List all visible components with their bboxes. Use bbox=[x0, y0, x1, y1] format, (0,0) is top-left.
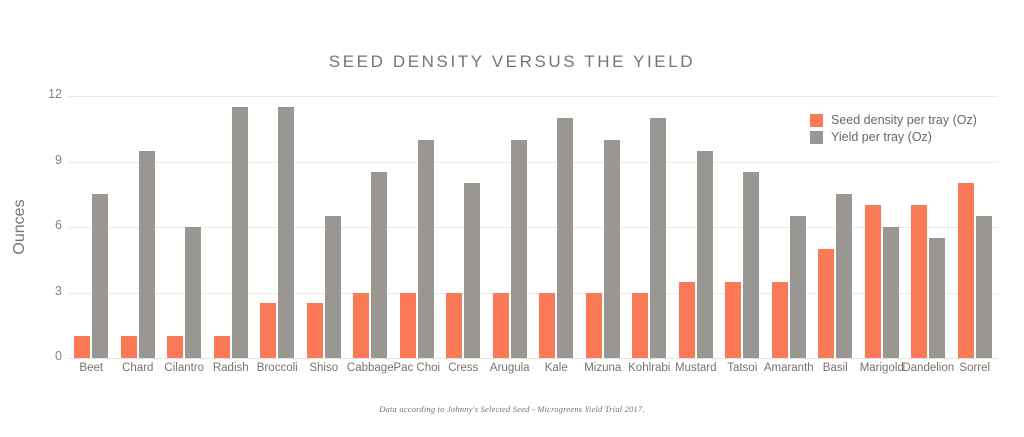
bar-yield bbox=[650, 117, 667, 358]
bar-seed-density bbox=[818, 248, 835, 358]
x-axis-category-label: Cress bbox=[448, 362, 479, 374]
bar-yield bbox=[371, 172, 388, 358]
bar-seed-density bbox=[260, 303, 277, 358]
bar-seed-density bbox=[539, 292, 556, 358]
bar-seed-density bbox=[678, 281, 695, 358]
x-axis-category-label: Kale bbox=[544, 362, 568, 374]
bar-seed-density bbox=[167, 336, 184, 358]
x-axis-category-label: Marigold bbox=[859, 362, 904, 374]
x-axis-category-label: Dandelion bbox=[902, 362, 955, 374]
bar-yield bbox=[882, 227, 899, 358]
x-axis-category-label: Mustard bbox=[674, 362, 717, 374]
x-axis-category-label: Tatsoi bbox=[727, 362, 758, 374]
chart-footnote: Data according to Johnny's Selected Seed… bbox=[379, 404, 645, 414]
bar-yield bbox=[185, 227, 202, 358]
x-axis-category-label: Beet bbox=[79, 362, 104, 374]
bar-seed-density bbox=[353, 292, 370, 358]
bar-yield bbox=[278, 106, 295, 358]
bar-seed-density bbox=[213, 336, 230, 358]
legend-swatch-icon bbox=[810, 113, 823, 127]
x-axis-category-label: Arugula bbox=[489, 362, 530, 374]
bar-yield bbox=[324, 216, 341, 358]
y-axis-tick-label: 6 bbox=[55, 218, 62, 232]
x-axis-category-label: Shiso bbox=[309, 362, 339, 374]
legend-item[interactable]: Seed density per tray (Oz) bbox=[810, 113, 1010, 127]
bar-yield bbox=[231, 106, 248, 358]
bar-yield bbox=[836, 194, 853, 358]
y-axis-tick-label: 0 bbox=[55, 349, 62, 363]
bar-seed-density bbox=[957, 183, 974, 358]
chart-legend: Seed density per tray (Oz) Yield per tray… bbox=[810, 113, 1010, 147]
bar-seed-density bbox=[399, 292, 416, 358]
bar-yield bbox=[557, 117, 574, 358]
bar-yield bbox=[743, 172, 760, 358]
legend-item[interactable]: Yield per tray (Oz) bbox=[810, 130, 1010, 144]
gridline bbox=[68, 96, 998, 97]
legend-swatch-icon bbox=[810, 130, 823, 144]
bar-yield bbox=[138, 150, 155, 358]
bar-yield bbox=[789, 216, 806, 358]
x-axis-category-label: Basil bbox=[822, 362, 848, 374]
bar-yield bbox=[696, 150, 713, 358]
y-axis-ticks: 0 3 6 9 12 bbox=[48, 87, 998, 363]
x-axis-category-label: Mizuna bbox=[584, 362, 622, 374]
x-axis-category-label: Radish bbox=[212, 362, 249, 374]
bar-seed-density bbox=[632, 292, 649, 358]
bar-yield bbox=[417, 139, 434, 358]
bar-seed-density bbox=[446, 292, 463, 358]
legend-item-label: Seed density per tray (Oz) bbox=[831, 113, 977, 127]
y-axis-tick-label: 12 bbox=[48, 87, 62, 101]
bar-yield bbox=[929, 237, 946, 358]
bar-seed-density bbox=[864, 205, 881, 358]
axis-baseline bbox=[68, 358, 998, 359]
bar-seed-density bbox=[725, 281, 742, 358]
bar-seed-density bbox=[585, 292, 602, 358]
y-axis-tick-label: 3 bbox=[55, 283, 62, 298]
y-axis-title: Ounces bbox=[11, 199, 28, 255]
x-axis-category-label: Kohlrabi bbox=[628, 362, 671, 374]
bar-yield bbox=[464, 183, 481, 358]
x-axis-category-label: Cilantro bbox=[164, 362, 205, 374]
bar-seed-density bbox=[120, 336, 137, 358]
bar-seed-density bbox=[771, 281, 788, 358]
bar-seed-density bbox=[306, 303, 323, 358]
bar-seed-density bbox=[492, 292, 509, 358]
x-axis-category-label: Chard bbox=[122, 362, 154, 374]
bar-seed-density bbox=[74, 336, 91, 358]
gridline bbox=[68, 227, 998, 228]
x-axis-category-label: Broccoli bbox=[256, 362, 298, 374]
chart-title: SEED DENSITY VERSUS THE YIELD bbox=[328, 52, 696, 71]
bar-seed-density bbox=[911, 205, 928, 358]
x-axis-category-label: Pac Choi bbox=[393, 362, 441, 374]
y-axis-tick-label: 9 bbox=[55, 152, 62, 167]
x-axis-category-label: Sorrel bbox=[959, 362, 991, 374]
gridline bbox=[68, 161, 998, 163]
bar-yield bbox=[975, 216, 992, 358]
x-axis-category-label: Cabbage bbox=[346, 362, 394, 374]
x-axis-category-label: Amaranth bbox=[763, 362, 814, 374]
bar-yield bbox=[510, 139, 527, 358]
plot-area: Ounces 0 3 6 9 12 Beet Chard Cilantro Radish Bro… bbox=[11, 87, 998, 374]
bar-yield bbox=[603, 139, 620, 358]
gridline bbox=[68, 292, 998, 294]
legend-item-label: Yield per tray (Oz) bbox=[831, 130, 932, 144]
bar-yield bbox=[92, 194, 109, 358]
